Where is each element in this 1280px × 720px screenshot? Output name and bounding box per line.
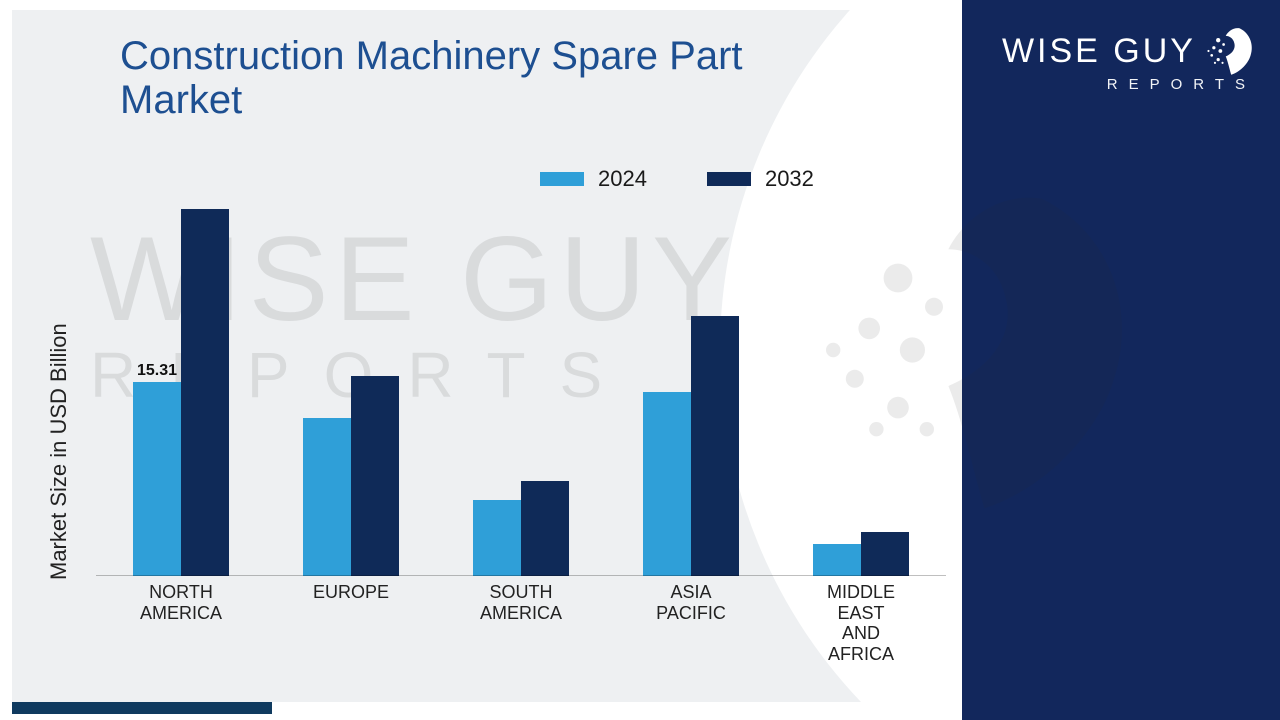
x-axis-label: EUROPE: [266, 582, 436, 665]
brand-line2: REPORTS: [1002, 76, 1256, 93]
legend-item-2032: 2032: [707, 166, 814, 192]
brand-block: WISE GUY REPORTS: [1002, 24, 1256, 93]
bar-group: 15.31: [96, 196, 266, 576]
chart-title: Construction Machinery Spare Part Market: [120, 34, 840, 122]
x-axis-labels: NORTHAMERICAEUROPESOUTHAMERICAASIAPACIFI…: [96, 582, 946, 665]
x-axis-label: MIDDLEEASTANDAFRICA: [776, 582, 946, 665]
bar-group: [776, 196, 946, 576]
legend-swatch-2032: [707, 172, 751, 186]
y-axis-label: Market Size in USD Billion: [46, 323, 72, 580]
brand-head-icon: [1202, 24, 1256, 78]
legend: 2024 2032: [540, 166, 814, 192]
stage: WISE GUY REPORTS Construction Machinery …: [0, 0, 1280, 720]
x-axis-label: SOUTHAMERICA: [436, 582, 606, 665]
bar-pair: [473, 481, 569, 576]
x-axis-label: NORTHAMERICA: [96, 582, 266, 665]
brand-line1: WISE GUY: [1002, 32, 1196, 71]
legend-swatch-2024: [540, 172, 584, 186]
bar-pair: 15.31: [133, 209, 229, 576]
bar-group: [266, 196, 436, 576]
bar-2024: 15.31: [133, 382, 181, 576]
bar-2024: [473, 500, 521, 576]
legend-label-2032: 2032: [765, 166, 814, 192]
bar-2032: [351, 376, 399, 576]
bar-2032: [691, 316, 739, 576]
bar-pair: [643, 316, 739, 576]
x-axis-baseline: [96, 575, 946, 576]
bar-2024: [813, 544, 861, 576]
bar-groups: 15.31: [96, 196, 946, 576]
bar-group: [436, 196, 606, 576]
bar-2032: [181, 209, 229, 576]
bar-2024: [303, 418, 351, 576]
bar-2032: [861, 532, 909, 576]
bar-pair: [303, 376, 399, 576]
brand-sidebar: [962, 0, 1280, 720]
plot-area: 15.31: [96, 196, 946, 576]
legend-item-2024: 2024: [540, 166, 647, 192]
bar-pair: [813, 532, 909, 576]
bar-value-label: 15.31: [137, 362, 177, 380]
bar-2032: [521, 481, 569, 576]
bar-group: [606, 196, 776, 576]
bottom-strip-decor: [12, 702, 272, 714]
x-axis-label: ASIAPACIFIC: [606, 582, 776, 665]
bar-2024: [643, 392, 691, 576]
legend-label-2024: 2024: [598, 166, 647, 192]
